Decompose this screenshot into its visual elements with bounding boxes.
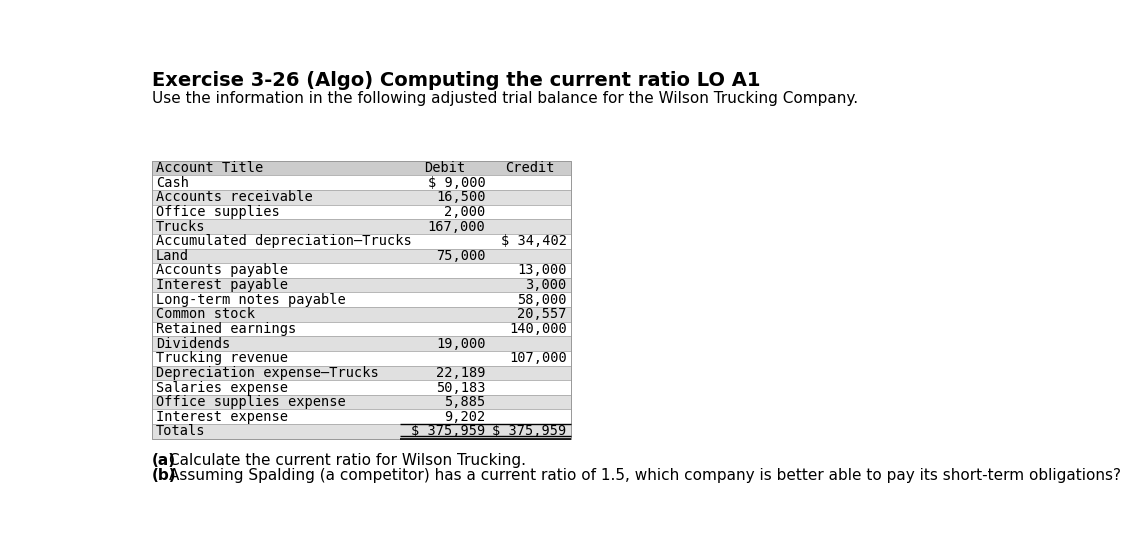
Text: 16,500: 16,500	[436, 190, 486, 205]
Bar	[152, 307, 571, 322]
Text: 75,000: 75,000	[436, 249, 486, 263]
Text: Trucks: Trucks	[156, 220, 206, 233]
Text: 3,000: 3,000	[526, 278, 566, 292]
Text: Cash: Cash	[156, 176, 189, 190]
Text: Calculate the current ratio for Wilson Trucking.: Calculate the current ratio for Wilson T…	[170, 453, 526, 468]
Text: Office supplies: Office supplies	[156, 205, 280, 219]
Text: 58,000: 58,000	[517, 293, 566, 307]
Text: 20,557: 20,557	[517, 307, 566, 322]
Bar	[152, 263, 571, 278]
Text: $ 9,000: $ 9,000	[427, 176, 486, 190]
Bar	[152, 351, 571, 366]
Text: Land: Land	[156, 249, 189, 263]
Bar	[152, 395, 571, 410]
Bar	[152, 366, 571, 380]
Text: Salaries expense: Salaries expense	[156, 380, 288, 394]
Bar	[152, 161, 571, 175]
Text: Accounts receivable: Accounts receivable	[156, 190, 312, 205]
Text: (b): (b)	[152, 468, 176, 483]
Text: Retained earnings: Retained earnings	[156, 322, 297, 336]
Text: Long-term notes payable: Long-term notes payable	[156, 293, 346, 307]
Text: Account Title: Account Title	[156, 161, 263, 175]
Bar	[152, 219, 571, 234]
Text: Interest payable: Interest payable	[156, 278, 288, 292]
Text: Common stock: Common stock	[156, 307, 255, 322]
Text: Dividends: Dividends	[156, 337, 230, 351]
Text: Totals: Totals	[156, 424, 206, 438]
Text: Trucking revenue: Trucking revenue	[156, 351, 288, 365]
Text: 2,000: 2,000	[444, 205, 486, 219]
Bar	[152, 205, 571, 219]
Text: Credit: Credit	[505, 161, 554, 175]
Text: Depreciation expense–Trucks: Depreciation expense–Trucks	[156, 366, 379, 380]
Text: Use the information in the following adjusted trial balance for the Wilson Truck: Use the information in the following adj…	[152, 91, 859, 107]
Bar	[152, 161, 571, 438]
Bar	[152, 234, 571, 249]
Bar	[152, 278, 571, 293]
Text: Accumulated depreciation–Trucks: Accumulated depreciation–Trucks	[156, 234, 411, 248]
Bar	[152, 190, 571, 205]
Text: 5,885: 5,885	[444, 395, 486, 409]
Text: $ 375,959: $ 375,959	[492, 424, 566, 438]
Text: 140,000: 140,000	[509, 322, 566, 336]
Text: 13,000: 13,000	[517, 263, 566, 277]
Text: 50,183: 50,183	[436, 380, 486, 394]
Bar	[152, 336, 571, 351]
Text: Office supplies expense: Office supplies expense	[156, 395, 346, 409]
Text: Accounts payable: Accounts payable	[156, 263, 288, 277]
Bar	[152, 249, 571, 263]
Bar	[152, 293, 571, 307]
Text: $ 375,959: $ 375,959	[411, 424, 486, 438]
Text: 19,000: 19,000	[436, 337, 486, 351]
Bar	[152, 380, 571, 395]
Text: 9,202: 9,202	[444, 410, 486, 424]
Text: Assuming Spalding (a competitor) has a current ratio of 1.5, which company is be: Assuming Spalding (a competitor) has a c…	[170, 468, 1121, 483]
Bar	[152, 410, 571, 424]
Text: Debit: Debit	[424, 161, 465, 175]
Text: 22,189: 22,189	[436, 366, 486, 380]
Bar	[152, 424, 571, 438]
Bar	[152, 175, 571, 190]
Text: Interest expense: Interest expense	[156, 410, 288, 424]
Text: Exercise 3-26 (Algo) Computing the current ratio LO A1: Exercise 3-26 (Algo) Computing the curre…	[152, 71, 761, 90]
Text: 167,000: 167,000	[427, 220, 486, 233]
Bar	[152, 322, 571, 336]
Text: 107,000: 107,000	[509, 351, 566, 365]
Text: (a): (a)	[152, 453, 176, 468]
Text: $ 34,402: $ 34,402	[501, 234, 566, 248]
